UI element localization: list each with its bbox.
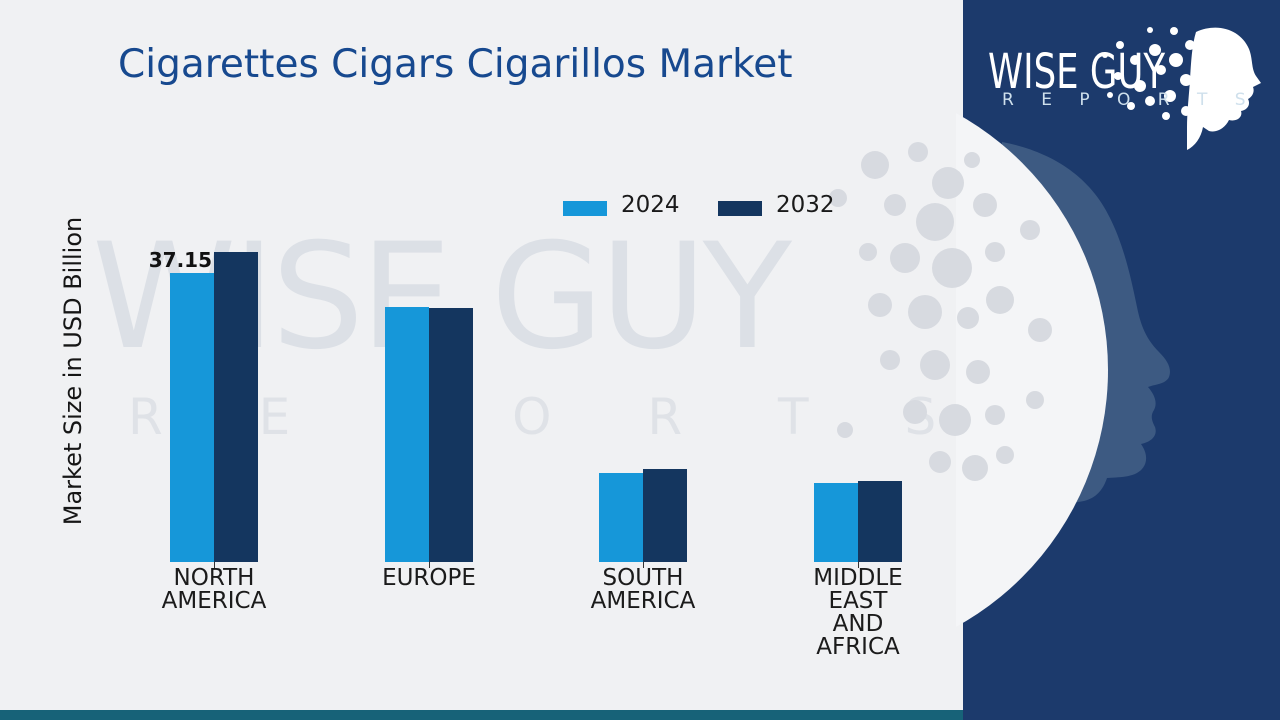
logo-wordmark: WISE GUY xyxy=(988,44,1166,100)
bar-2032-group2 xyxy=(643,469,687,562)
bottom-accent-bar xyxy=(0,710,963,720)
bar-2024-group1 xyxy=(385,307,429,562)
legend-swatch-2024 xyxy=(563,201,607,216)
bar-value-label: 37.15 xyxy=(148,248,212,272)
bar-2024-group3 xyxy=(814,483,858,562)
category-label: SOUTH AMERICA xyxy=(590,565,696,614)
category-label: MIDDLE EAST AND AFRICA xyxy=(813,565,903,660)
watermark-reports-text: R E P O R T S xyxy=(128,388,977,446)
chart-title: Cigarettes Cigars Cigarillos Market xyxy=(118,42,793,87)
logo-face-icon xyxy=(1102,27,1261,150)
logo-reports-text: R E P O R T S xyxy=(1002,90,1257,110)
category-label: EUROPE xyxy=(382,565,476,591)
bar-2032-group1 xyxy=(429,308,473,562)
legend-label-2024: 2024 xyxy=(621,192,680,218)
bar-2032-group3 xyxy=(858,481,902,562)
y-axis-label: Market Size in USD Billion xyxy=(59,216,87,526)
bar-2032-group0 xyxy=(214,252,258,562)
x-axis-tick xyxy=(858,562,859,568)
x-axis-tick xyxy=(214,562,215,568)
bar-2024-group0 xyxy=(170,273,214,562)
category-label: NORTH AMERICA xyxy=(161,565,267,614)
legend-label-2032: 2032 xyxy=(776,192,835,218)
x-axis-tick xyxy=(429,562,430,568)
x-axis-tick xyxy=(643,562,644,568)
light-circle-cutout xyxy=(956,113,1108,627)
gray-dot-pattern xyxy=(829,142,1052,481)
bar-2024-group2 xyxy=(599,473,643,562)
legend-swatch-2032 xyxy=(718,201,762,216)
